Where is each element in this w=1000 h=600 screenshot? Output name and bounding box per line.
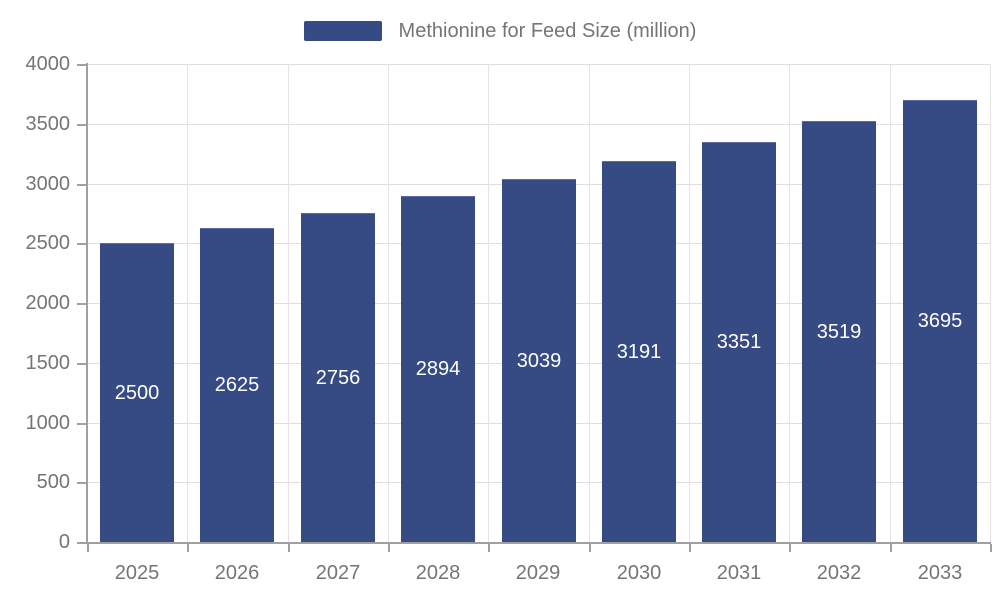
x-axis-tick [388,544,390,552]
y-axis-tick-label: 3500 [25,113,71,135]
legend-item[interactable]: Methionine for Feed Size (million) [0,18,1000,44]
y-axis-tick [77,303,86,305]
bar-2032[interactable] [802,121,876,542]
y-gridline [87,64,990,65]
x-gridline [890,64,891,542]
bar-2031[interactable] [702,142,776,542]
x-axis-tick-label: 2028 [415,562,461,584]
y-axis-tick-label: 3000 [25,173,71,195]
y-axis-tick [77,184,86,186]
bar-value-label: 2756 [315,367,361,389]
x-gridline [187,64,188,542]
bar-value-label: 3519 [816,321,862,343]
x-axis-tick [187,544,189,552]
y-axis-tick-label: 500 [36,471,70,493]
x-gridline [388,64,389,542]
bar-value-label: 3351 [716,331,762,353]
y-axis-tick [77,423,86,425]
x-axis-tick [288,544,290,552]
x-gridline [488,64,489,542]
y-axis-tick-label: 0 [58,531,70,553]
y-axis-tick-label: 2500 [25,232,71,254]
x-axis-tick-label: 2029 [515,562,561,584]
bar-2033[interactable] [903,100,977,542]
x-axis-tick-label: 2027 [315,562,361,584]
y-axis-tick-label: 1000 [25,412,71,434]
y-axis-tick [77,363,86,365]
y-gridline [87,124,990,125]
y-axis-line [86,63,88,542]
bar-2030[interactable] [602,161,676,542]
x-axis-tick [789,544,791,552]
x-gridline [589,64,590,542]
y-axis-tick-label: 1500 [25,352,71,374]
x-axis-tick [890,544,892,552]
bar-value-label: 2500 [114,382,160,404]
bar-value-label: 3191 [616,341,662,363]
x-axis-tick [488,544,490,552]
x-axis-line [86,542,991,544]
y-axis-tick-label: 2000 [25,292,71,314]
y-axis-tick [77,243,86,245]
x-axis-tick-label: 2033 [917,562,963,584]
bar-value-label: 3039 [516,350,562,372]
bar-2026[interactable] [200,228,274,542]
x-gridline [288,64,289,542]
legend-label: Methionine for Feed Size (million) [398,20,697,42]
x-axis-tick [589,544,591,552]
bar-2028[interactable] [401,196,475,542]
bar-2027[interactable] [301,213,375,542]
x-axis-tick [87,544,89,552]
y-axis-tick [77,542,86,544]
bar-2029[interactable] [502,179,576,542]
bar-value-label: 2894 [415,358,461,380]
x-axis-tick [990,544,992,552]
x-gridline [689,64,690,542]
x-axis-tick-label: 2032 [816,562,862,584]
y-axis-tick-label: 4000 [25,53,71,75]
y-axis-tick [77,124,86,126]
bar-value-label: 2625 [214,374,260,396]
bar-2025[interactable] [100,243,174,542]
x-axis-tick [689,544,691,552]
x-gridline [990,64,991,542]
y-axis-tick [77,482,86,484]
x-axis-tick-label: 2031 [716,562,762,584]
legend-swatch [303,21,382,41]
x-axis-tick-label: 2025 [114,562,160,584]
x-axis-tick-label: 2026 [214,562,260,584]
x-gridline [789,64,790,542]
bar-value-label: 3695 [917,310,963,332]
y-axis-tick [77,64,86,66]
x-axis-tick-label: 2030 [616,562,662,584]
